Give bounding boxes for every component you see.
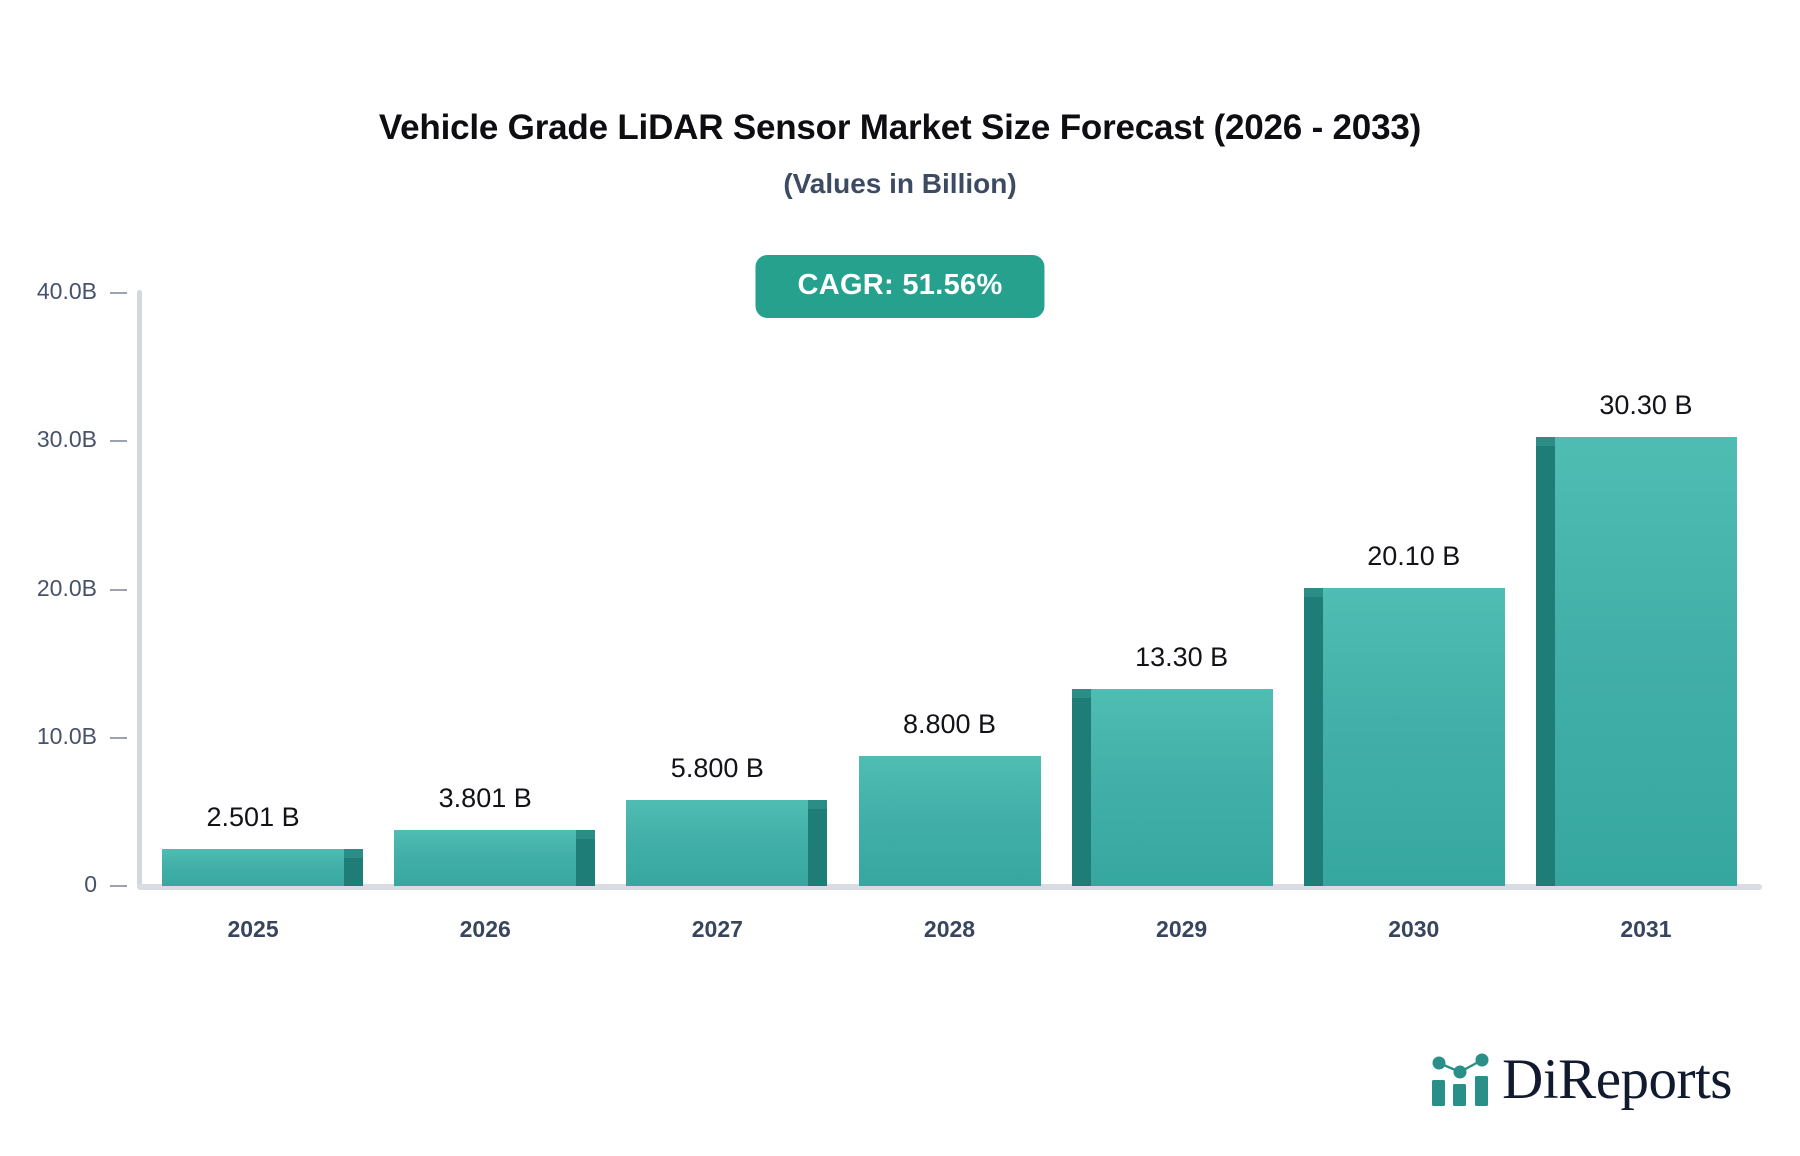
bar-top-bevel — [1535, 436, 1555, 446]
bar[interactable] — [858, 755, 1041, 886]
bar-value-label: 8.800 B — [902, 708, 997, 739]
bar-chart-icon — [1432, 1053, 1489, 1106]
bar-value-label: 20.10 B — [1367, 541, 1461, 572]
bar-face — [1554, 436, 1737, 886]
x-tick-label: 2028 — [923, 916, 976, 942]
y-tick-label: 0 — [84, 871, 97, 897]
bar[interactable] — [1535, 436, 1737, 886]
cagr-badge: CAGR: 51.56% — [755, 255, 1045, 318]
chart-subtitle: (Values in Billion) — [783, 168, 1017, 199]
bar[interactable] — [162, 848, 364, 886]
bar-value-label: 2.501 B — [206, 801, 300, 832]
logo-wordmark: DiReports — [1502, 1047, 1732, 1111]
bar-top-bevel — [344, 848, 364, 858]
y-tick-label: 30.0B — [36, 426, 97, 453]
bar-top-bevel — [1303, 588, 1323, 598]
y-tick-mark — [110, 885, 127, 887]
bar-side-shadow — [1303, 597, 1323, 886]
y-tick-label: 20.0B — [36, 574, 97, 601]
bar-face — [858, 755, 1041, 886]
bar-side-shadow — [576, 838, 596, 886]
x-tick-label: 2030 — [1388, 916, 1440, 942]
bar-face — [1322, 588, 1505, 886]
bar[interactable] — [1303, 588, 1505, 886]
bar-top-bevel — [808, 800, 828, 810]
chart-title: Vehicle Grade LiDAR Sensor Market Size F… — [378, 108, 1422, 147]
bar-group[interactable]: 13.30 B — [1071, 619, 1273, 886]
bar-top-bevel — [576, 829, 596, 839]
y-tick-mark — [110, 440, 127, 443]
bar-side-shadow — [808, 809, 828, 886]
bar-value-label: 30.30 B — [1599, 389, 1693, 420]
x-tick-label: 2029 — [1156, 916, 1208, 942]
y-tick-label: 10.0B — [36, 722, 97, 749]
bar-face — [394, 829, 577, 886]
bar-value-label: 13.30 B — [1135, 641, 1229, 672]
bar-group[interactable]: 3.801 B — [394, 760, 596, 886]
x-tick-label: 2026 — [459, 916, 511, 942]
y-tick-mark — [110, 588, 127, 591]
bar-face — [1090, 688, 1273, 886]
bar[interactable] — [394, 829, 596, 886]
x-tick-label: 2025 — [227, 916, 279, 942]
bar-value-label: 3.801 B — [438, 782, 532, 813]
bar-top-bevel — [1071, 688, 1091, 698]
bar-side-shadow — [1071, 697, 1091, 886]
x-axis-line — [137, 884, 1762, 890]
bar[interactable] — [626, 800, 828, 886]
bar-group[interactable]: 30.30 B — [1535, 367, 1737, 886]
bar-group[interactable]: 20.10 B — [1303, 518, 1505, 886]
bar-side-shadow — [344, 857, 364, 886]
bar[interactable] — [1071, 688, 1273, 886]
bar-face — [626, 800, 809, 886]
direports-logo: DiReports — [1430, 1050, 1732, 1108]
bar-side-shadow — [1535, 445, 1555, 886]
x-tick-label: 2027 — [691, 916, 743, 942]
y-tick-mark — [110, 292, 127, 294]
bar-group[interactable]: 2.501 B — [162, 779, 364, 886]
y-tick-label: 40.0B — [36, 278, 97, 304]
bar-group[interactable]: 8.800 B — [858, 686, 1041, 886]
bar-face — [162, 848, 345, 886]
y-axis-line — [137, 290, 142, 888]
bar-value-label: 5.800 B — [670, 753, 764, 784]
bar-group[interactable]: 5.800 B — [626, 730, 828, 886]
x-tick-label: 2031 — [1620, 916, 1672, 942]
y-tick-mark — [110, 736, 127, 739]
